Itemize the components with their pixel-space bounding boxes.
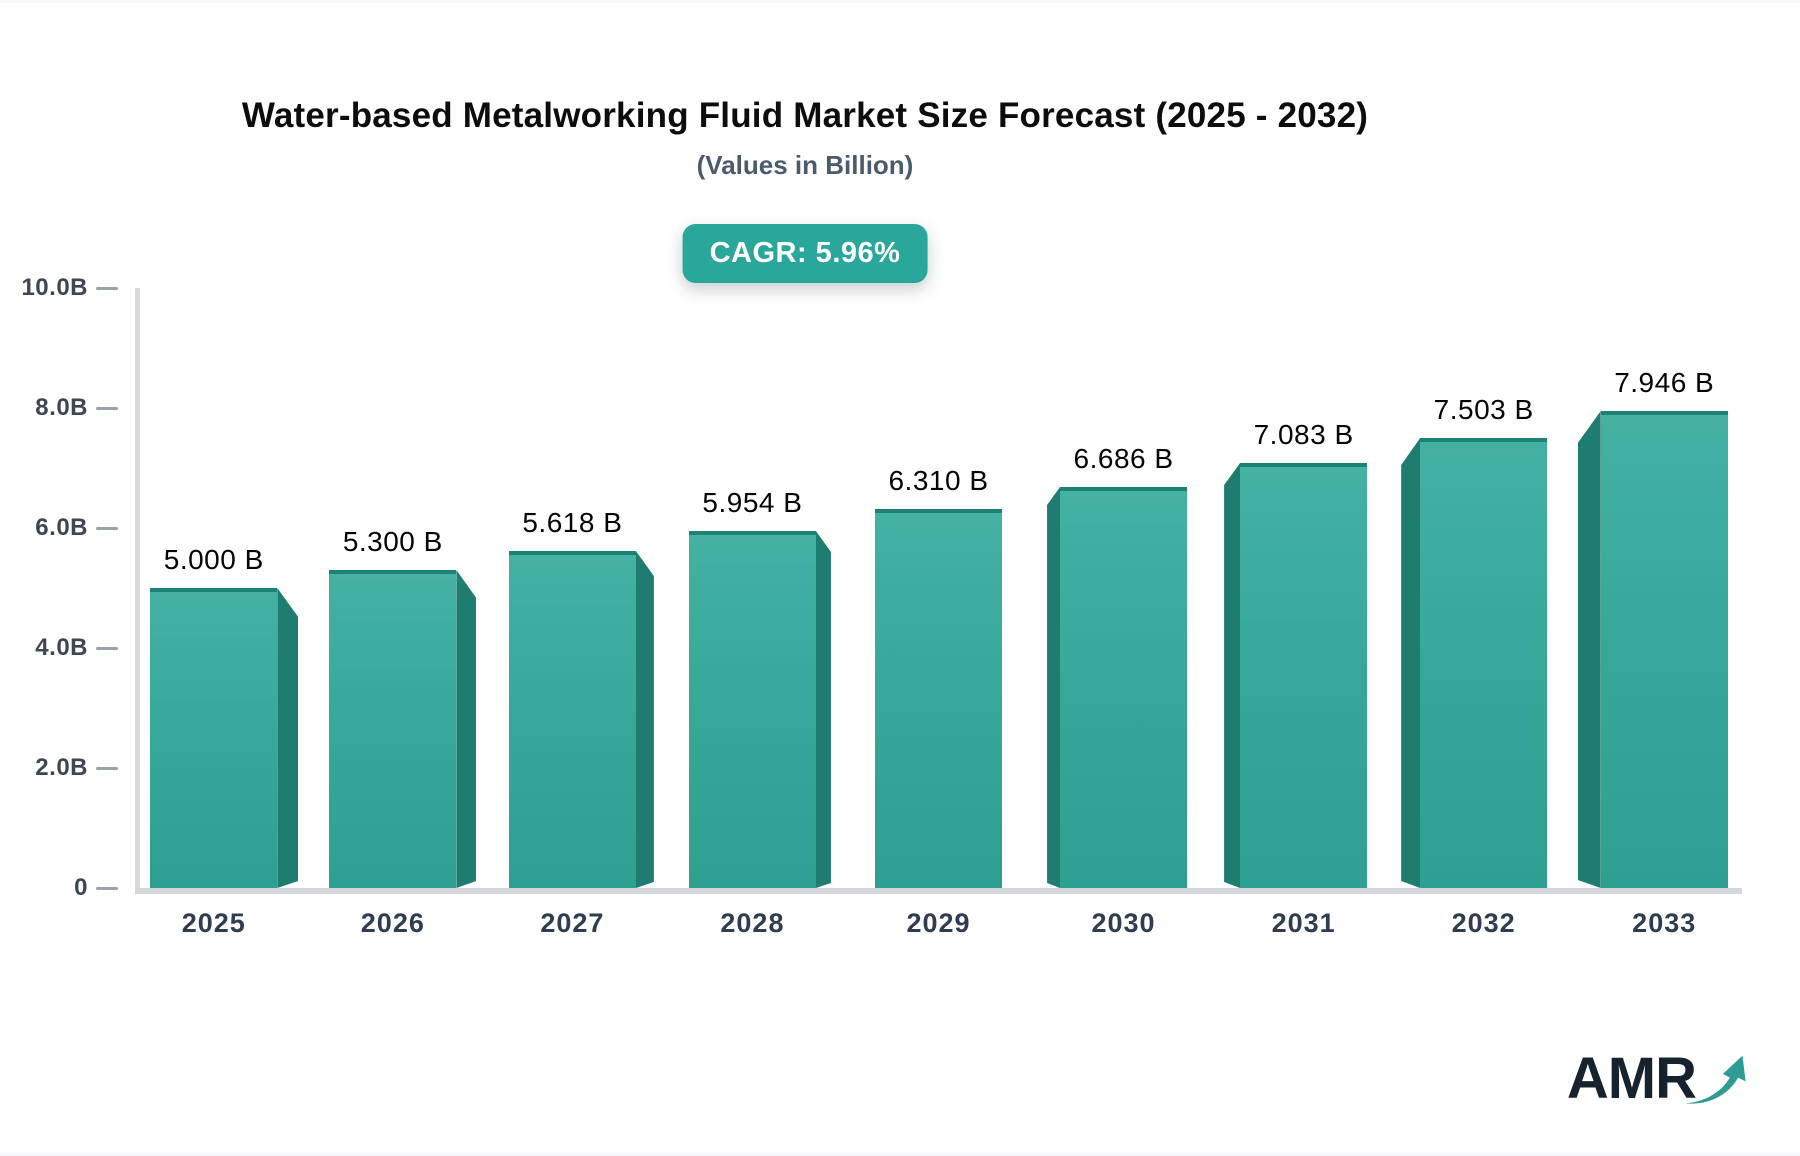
- y-tick-dash: [96, 527, 118, 530]
- bar-value-label: 5.618 B: [522, 507, 623, 538]
- x-tick-label: 2032: [1451, 908, 1516, 938]
- bar-face-2025: [150, 588, 278, 888]
- bar-value-label: 6.310 B: [888, 465, 989, 496]
- x-axis-line: [135, 888, 1742, 894]
- bar-value-label: 5.954 B: [702, 487, 803, 518]
- y-tick-dash: [96, 407, 118, 410]
- bar-value-label: 5.300 B: [342, 526, 443, 557]
- y-tick-label: 8.0B: [35, 394, 88, 421]
- bar-face-2031: [1240, 463, 1368, 888]
- bar-value-label: 7.503 B: [1433, 394, 1534, 425]
- bar-face-2029: [875, 509, 1002, 888]
- bar-value-label: 6.686 B: [1073, 443, 1174, 474]
- bar-face-2026: [329, 570, 457, 888]
- y-tick-label: 2.0B: [35, 754, 88, 781]
- bar-side-2025: [277, 588, 298, 888]
- bar-face-2033: [1600, 411, 1728, 888]
- chart-subtitle: (Values in Billion): [696, 150, 914, 180]
- bar-side-2033: [1578, 411, 1601, 888]
- bar-face-2027: [508, 551, 636, 888]
- bar-side-2030: [1047, 487, 1060, 888]
- bar-side-2032: [1401, 438, 1420, 888]
- x-tick-label: 2030: [1091, 908, 1156, 938]
- y-tick-dash: [96, 887, 118, 890]
- x-tick-label: 2029: [906, 908, 971, 938]
- x-tick-label: 2026: [360, 908, 425, 938]
- bar-side-2026: [456, 570, 476, 888]
- y-tick-dash: [96, 767, 118, 770]
- bar-face-2028: [688, 531, 816, 888]
- bar-value-label: 7.946 B: [1614, 367, 1715, 398]
- chart-title: Water-based Metalworking Fluid Market Si…: [241, 96, 1369, 135]
- amr-logo-text: AMR: [1566, 1046, 1697, 1111]
- page-border-top: [0, 0, 1800, 3]
- y-tick-dash: [96, 287, 118, 290]
- bar-face-2032: [1420, 438, 1548, 888]
- trend-up-arrow-icon: [1685, 1055, 1746, 1104]
- x-tick-label: 2033: [1632, 908, 1697, 938]
- cagr-badge: CAGR: 5.96%: [682, 224, 928, 283]
- amr-logo: AMR: [1567, 1048, 1748, 1108]
- x-tick-label: 2031: [1271, 908, 1336, 938]
- y-tick-label: 10.0B: [21, 274, 88, 301]
- bar-side-2031: [1224, 463, 1240, 888]
- y-tick-label: 6.0B: [35, 514, 88, 541]
- y-tick-label: 4.0B: [35, 634, 88, 661]
- y-tick-label: 0: [74, 874, 88, 901]
- y-axis-line: [135, 288, 140, 894]
- bar-face-2030: [1060, 487, 1188, 888]
- bar-side-2028: [816, 531, 831, 888]
- x-tick-label: 2025: [181, 908, 246, 938]
- page-border-bottom: [0, 1153, 1800, 1156]
- x-tick-label: 2028: [720, 908, 785, 938]
- bar-value-label: 5.000 B: [163, 544, 264, 575]
- bar-value-label: 7.083 B: [1253, 419, 1354, 450]
- x-tick-label: 2027: [540, 908, 605, 938]
- bar-side-2027: [636, 551, 654, 888]
- y-tick-dash: [96, 647, 118, 650]
